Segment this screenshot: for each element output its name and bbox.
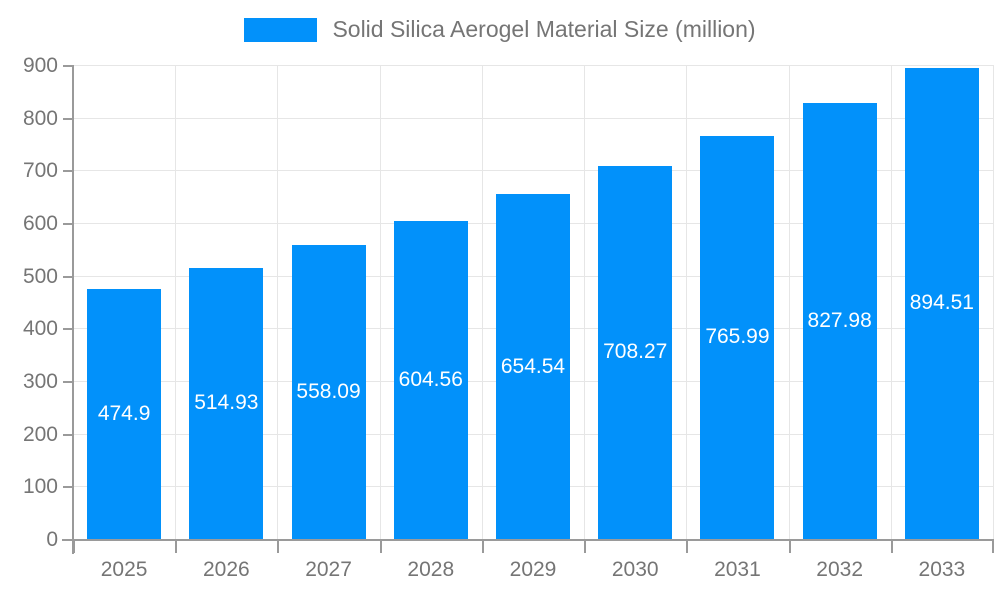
y-axis-tick	[63, 223, 73, 225]
bar-value-label: 894.51	[909, 291, 974, 315]
y-tick-label: 900	[22, 54, 58, 77]
y-tick-label: 800	[22, 106, 58, 130]
bar[interactable]	[598, 165, 673, 539]
y-tick-label: 400	[22, 317, 58, 341]
gridline-vertical	[481, 65, 483, 539]
bar[interactable]	[496, 194, 570, 539]
x-axis-tick	[379, 539, 382, 553]
bar[interactable]	[87, 288, 162, 539]
y-tick-label: 300	[22, 370, 58, 393]
bar-value-label: 604.56	[398, 367, 463, 391]
x-tick-label: 2030	[611, 558, 659, 581]
y-axis-tick	[63, 117, 73, 120]
x-axis-tick	[686, 539, 689, 553]
x-tick-label: 2032	[816, 558, 864, 581]
gridline-horizontal	[73, 117, 993, 119]
x-axis-tick	[584, 539, 587, 553]
y-tick-label: 600	[22, 212, 58, 235]
gridline-vertical	[993, 65, 994, 539]
bar[interactable]	[393, 220, 468, 539]
bar-value-label: 708.27	[603, 340, 668, 364]
bar-value-label: 514.93	[194, 391, 259, 415]
legend-label: Solid Silica Aerogel Material Size (mill…	[332, 16, 756, 42]
x-tick-label: 2029	[509, 558, 557, 581]
bar-value-label: 765.99	[705, 325, 770, 349]
gridline-vertical	[584, 65, 586, 539]
y-axis-tick	[63, 170, 73, 173]
gridline-horizontal	[73, 65, 993, 66]
legend[interactable]: Solid Silica Aerogel Material Size (mill…	[0, 16, 1000, 43]
gridline-vertical	[686, 65, 688, 539]
y-axis-tick	[63, 65, 73, 67]
x-tick-label: 2028	[407, 558, 455, 581]
gridline-vertical	[175, 65, 177, 539]
x-axis-tick	[277, 539, 280, 553]
y-axis-tick	[63, 328, 73, 331]
y-axis-tick	[63, 275, 73, 278]
y-tick-label: 0	[46, 528, 58, 551]
x-axis-tick	[788, 539, 791, 553]
x-axis-tick	[992, 539, 994, 553]
y-axis-tick	[63, 486, 73, 489]
bar[interactable]	[700, 135, 775, 539]
x-tick-label: 2033	[918, 558, 966, 581]
x-axis-line	[62, 539, 993, 541]
y-tick-label: 700	[22, 159, 58, 183]
x-tick-label: 2027	[305, 558, 352, 581]
legend-swatch	[244, 17, 318, 42]
gridline-vertical	[890, 65, 892, 539]
gridline-vertical	[277, 65, 279, 539]
gridline-vertical	[379, 65, 381, 539]
x-axis-tick	[890, 539, 893, 553]
bar-value-label: 558.09	[296, 380, 361, 404]
bar[interactable]	[291, 245, 366, 539]
y-axis-tick	[63, 381, 73, 383]
x-axis-tick	[481, 539, 484, 553]
bar[interactable]	[189, 267, 264, 539]
x-tick-label: 2031	[714, 558, 761, 581]
bar-value-label: 827.98	[807, 308, 872, 332]
bar[interactable]	[904, 67, 979, 539]
y-axis-tick	[63, 433, 73, 436]
y-tick-label: 500	[22, 264, 58, 288]
bar-value-label: 654.54	[500, 354, 566, 378]
x-axis-tick	[73, 539, 75, 553]
x-axis-tick	[175, 539, 178, 553]
x-tick-label: 2025	[100, 558, 148, 581]
x-tick-label: 2026	[202, 558, 250, 581]
bar[interactable]	[802, 102, 877, 539]
gridline-horizontal	[73, 170, 993, 172]
y-tick-label: 200	[22, 422, 58, 446]
bar-value-label: 474.9	[97, 401, 151, 425]
y-tick-label: 100	[22, 475, 58, 499]
gridline-vertical	[788, 65, 790, 539]
y-axis-line	[72, 65, 74, 554]
